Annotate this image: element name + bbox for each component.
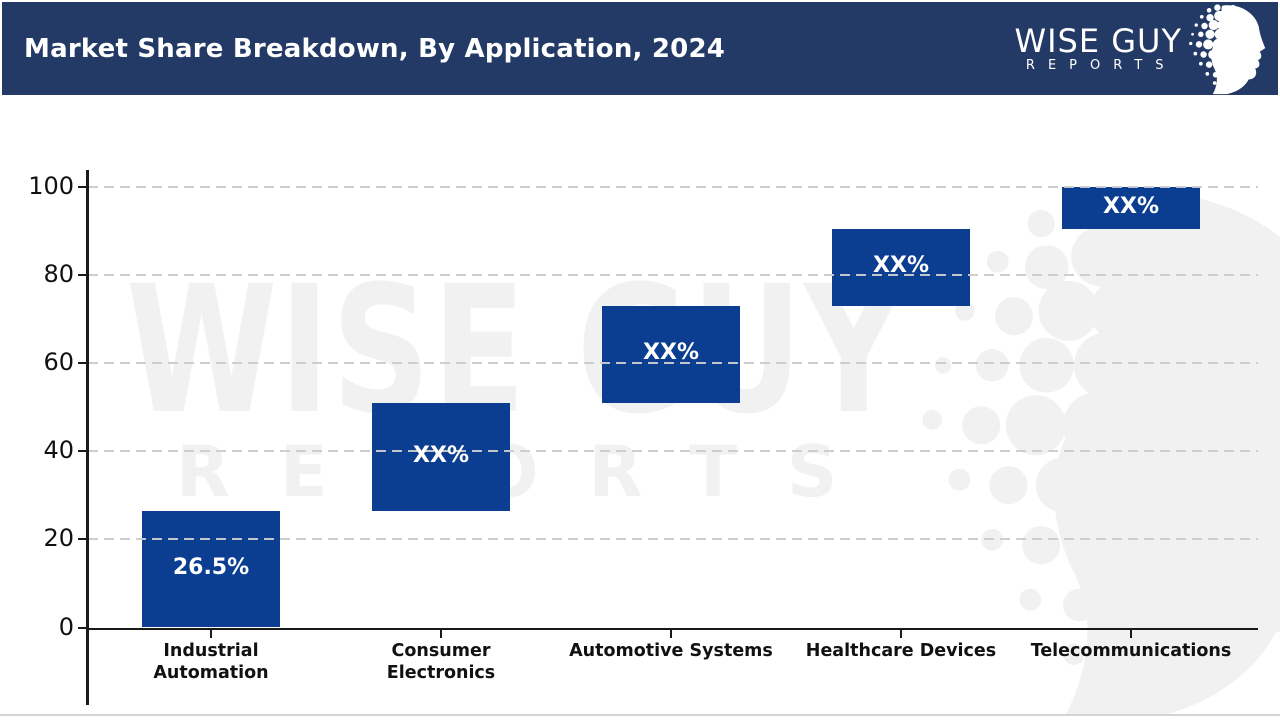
x-axis-tick [1130,629,1132,638]
bar-segment [142,510,280,628]
bar-segment [832,228,970,306]
x-axis-tick [440,629,442,638]
y-axis-tick-label: 100 [28,171,74,200]
brand-name: WISE GUY [1014,21,1182,60]
bottom-divider [0,714,1280,716]
wiseguy-head-icon [1176,3,1268,95]
chart-title: Market Share Breakdown, By Application, … [24,33,726,64]
x-axis-category-label: Consumer Electronics [386,640,496,683]
y-axis-tick [78,273,86,276]
brand-subtitle: REPORTS [1025,57,1177,73]
brand-logo: WISE GUY REPORTS [1014,2,1268,95]
brand-logo-text: WISE GUY REPORTS [1014,24,1182,74]
bar-segment [602,305,740,403]
plot-area: 0 20 40 60 80 100 26.5% Industrial Automation XX… [0,95,1280,714]
header-bar: Market Share Breakdown, By Application, … [2,2,1278,95]
x-axis-tick [900,629,902,638]
bar-value-label: 26.5% [172,555,250,581]
bar-value-label: XX% [873,253,929,279]
bar-value-label: XX% [643,340,699,366]
y-gridline [88,185,1258,188]
y-gridline [88,273,1258,276]
x-axis-category-label: Telecommunications [1030,640,1232,661]
y-axis-tick-label: 60 [43,348,74,377]
x-axis-tick [210,629,212,638]
y-axis-tick-label: 40 [43,436,74,465]
bar-value-label: XX% [413,442,469,468]
y-axis-line [86,170,89,705]
y-axis-tick [78,362,86,365]
x-axis-category-label: Industrial Automation [153,640,269,683]
bar-value-label: XX% [1103,193,1159,219]
y-axis-tick-label: 80 [43,259,74,288]
x-axis-category-label: Healthcare Devices [805,640,997,661]
y-gridline [88,450,1258,453]
y-axis-tick-label: 20 [43,524,74,553]
x-axis-category-label: Automotive Systems [569,640,773,661]
x-axis-tick [670,629,672,638]
y-axis-tick [78,450,86,453]
y-axis-tick [78,538,86,541]
y-axis-tick-label: 0 [58,612,74,641]
y-gridline [88,362,1258,365]
x-axis-line [86,627,1258,630]
chart-area: WISE GUY REPORTS 0 20 40 60 80 100 26.5% Indust… [0,95,1280,714]
bar-segment [372,402,510,511]
y-gridline [88,538,1258,541]
y-axis-tick [78,185,86,188]
y-axis-tick [78,626,86,629]
